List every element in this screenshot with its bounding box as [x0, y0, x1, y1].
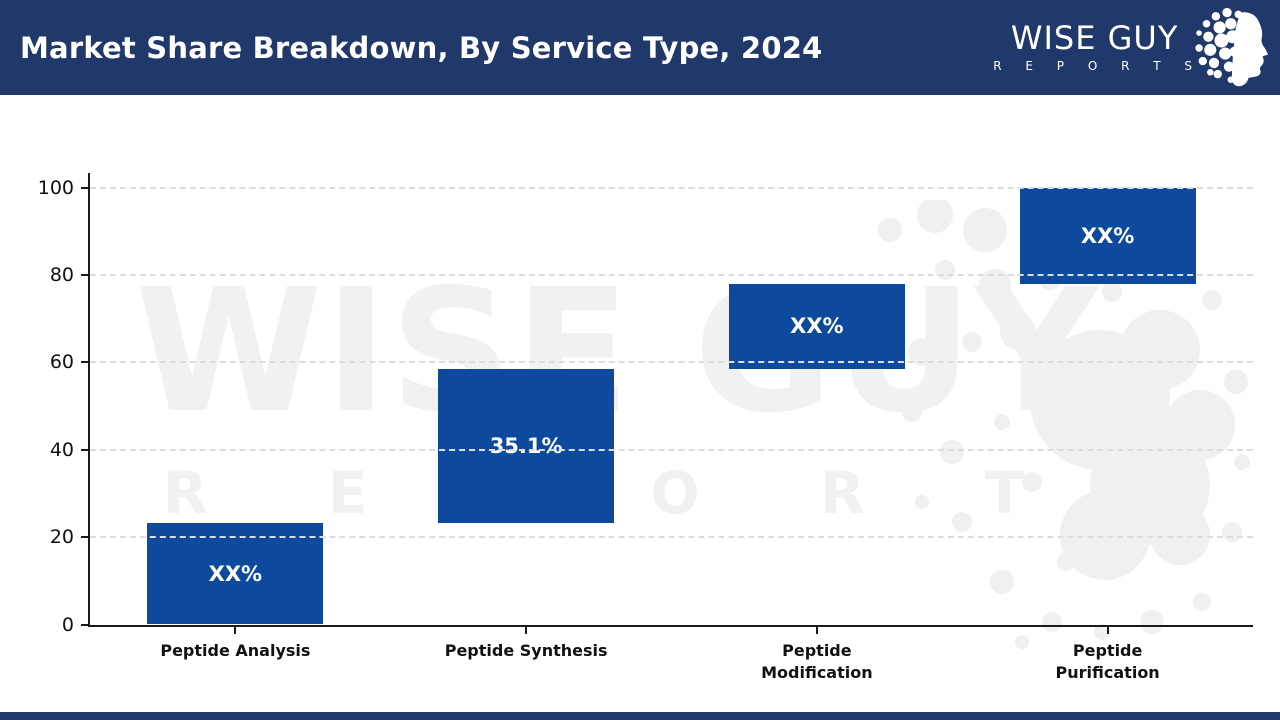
- gridline-20: [90, 536, 1253, 539]
- plot: 0 20 40 60 80 100 XX% Peptide Analysis 35.1% Pept…: [0, 95, 1280, 712]
- chart-area: WISE GUY R E P O R T S 0 20 40 60 80 100 XX% Pe…: [0, 95, 1280, 712]
- logo-face-icon: [1195, 7, 1269, 86]
- y-tick-mark-80: [81, 273, 89, 276]
- gridline-80: [90, 273, 1253, 276]
- bar-peptide-synthesis: 35.1%: [438, 369, 615, 523]
- bar-peptide-modification: XX%: [728, 283, 905, 370]
- gridline-60: [90, 361, 1253, 364]
- x-category-label-peptide-synthesis: Peptide Synthesis: [411, 640, 641, 662]
- bar-peptide-purification: XX%: [1019, 187, 1196, 284]
- wise-guy-reports-logo: WISE GUY R E P O R T S: [987, 5, 1270, 91]
- logo-subtitle-text: R E P O R T S: [993, 59, 1202, 73]
- x-category-label-line: Peptide: [1072, 641, 1143, 660]
- gridline-100: [90, 186, 1253, 189]
- y-tick-mark-60: [81, 361, 89, 364]
- x-category-label-line: Peptide: [782, 641, 852, 660]
- x-tick-mark-peptide-synthesis: [525, 626, 528, 634]
- y-tick-mark-0: [81, 623, 89, 626]
- x-category-label-line: Modification: [761, 663, 873, 682]
- y-tick-mark-40: [81, 448, 89, 451]
- y-tick-label-0: 0: [61, 613, 74, 636]
- x-tick-mark-peptide-purification: [1106, 626, 1109, 634]
- y-tick-mark-100: [81, 186, 89, 189]
- y-tick-label-60: 60: [49, 351, 74, 374]
- gridline-40: [90, 448, 1253, 451]
- bar-value-label-peptide-modification: XX%: [790, 314, 844, 339]
- y-axis-line: [88, 173, 90, 627]
- footer-bar: [0, 712, 1280, 720]
- x-axis-line: [88, 624, 1253, 627]
- x-category-label-line: Peptide Analysis: [160, 641, 311, 660]
- x-category-label-line: Purification: [1055, 663, 1160, 682]
- logo-title-text: WISE GUY: [1010, 19, 1179, 57]
- y-tick-label-20: 20: [49, 526, 74, 549]
- x-category-label-peptide-purification: Peptide Purification: [993, 640, 1223, 684]
- bar-value-label-peptide-analysis: XX%: [208, 561, 263, 586]
- y-tick-label-100: 100: [37, 176, 74, 199]
- bar-value-label-peptide-synthesis: 35.1%: [489, 433, 563, 458]
- x-category-label-peptide-analysis: Peptide Analysis: [120, 640, 350, 662]
- x-category-label-peptide-modification: Peptide Modification: [702, 640, 932, 684]
- header: Market Share Breakdown, By Service Type,…: [0, 0, 1280, 95]
- x-tick-mark-peptide-analysis: [234, 626, 237, 634]
- page-title: Market Share Breakdown, By Service Type,…: [20, 30, 823, 65]
- x-tick-mark-peptide-modification: [815, 626, 818, 634]
- bar-value-label-peptide-purification: XX%: [1080, 223, 1135, 248]
- bar-peptide-analysis: XX%: [147, 522, 324, 625]
- y-tick-mark-20: [81, 536, 89, 539]
- x-category-label-line: Peptide Synthesis: [444, 641, 608, 660]
- logo-wordmark: WISE GUY R E P O R T S: [987, 22, 1202, 73]
- y-tick-label-80: 80: [49, 263, 74, 286]
- y-tick-label-40: 40: [49, 438, 74, 461]
